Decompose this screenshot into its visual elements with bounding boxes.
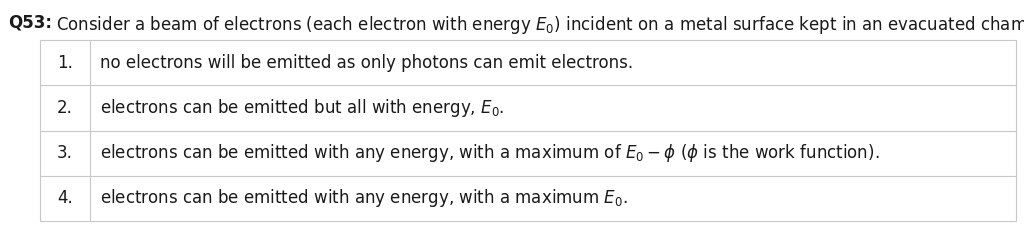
- Text: no electrons will be emitted as only photons can emit electrons.: no electrons will be emitted as only pho…: [100, 54, 633, 72]
- Text: electrons can be emitted with any energy, with a maximum of $E_0 - \phi$ ($\phi$: electrons can be emitted with any energy…: [100, 142, 880, 164]
- Text: 4.: 4.: [57, 189, 73, 207]
- Text: 2.: 2.: [57, 99, 73, 117]
- Text: 3.: 3.: [57, 144, 73, 162]
- Text: Consider a beam of electrons (each electron with energy $E_0$) incident on a met: Consider a beam of electrons (each elect…: [56, 14, 1024, 36]
- Text: electrons can be emitted but all with energy, $E_0$.: electrons can be emitted but all with en…: [100, 97, 505, 119]
- Text: Q53:: Q53:: [8, 14, 52, 32]
- Bar: [40, 40, 1016, 221]
- Text: 1.: 1.: [57, 54, 73, 72]
- Text: electrons can be emitted with any energy, with a maximum $E_0$.: electrons can be emitted with any energy…: [100, 187, 628, 209]
